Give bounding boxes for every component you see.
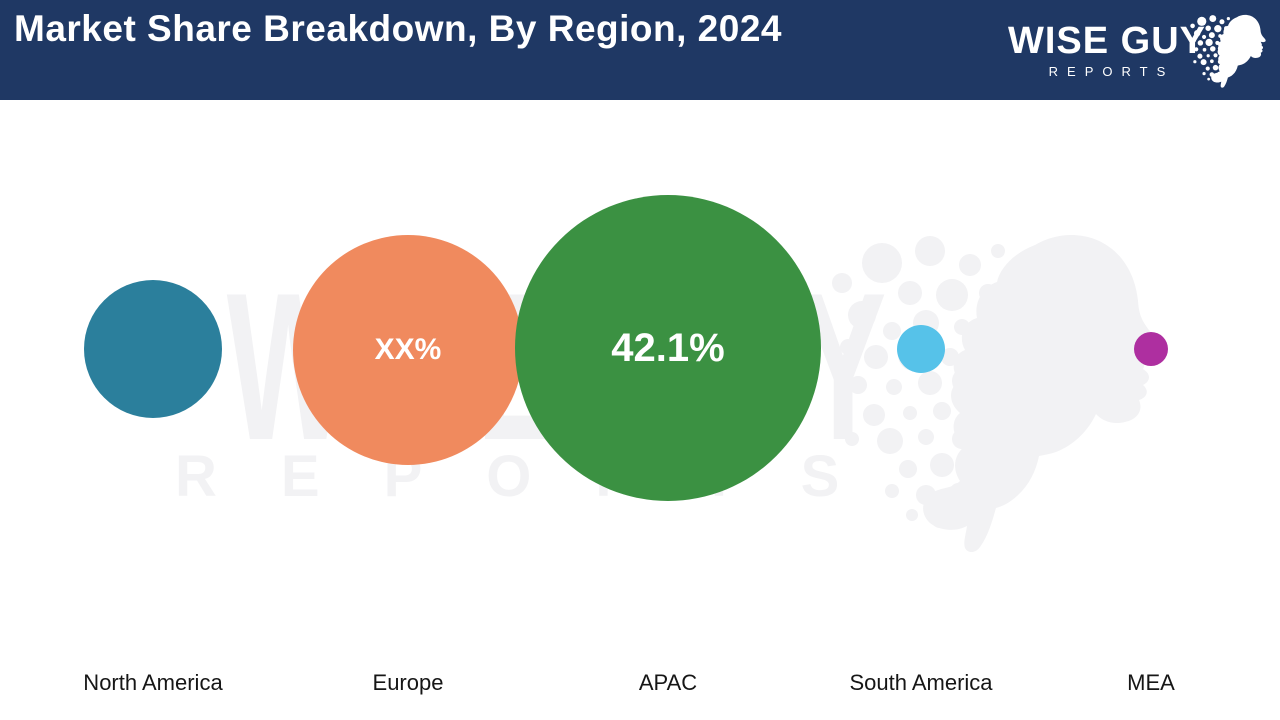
category-label-mea: MEA	[1127, 670, 1175, 695]
watermark-subtext: REPORTS	[175, 444, 904, 509]
bubble-value-europe: XX%	[374, 333, 442, 366]
category-label-apac: APAC	[638, 670, 698, 695]
bubble-value-apac: 42.1%	[611, 325, 725, 370]
watermark-face-icon	[832, 234, 1161, 553]
bubble-europe: XX%	[293, 235, 523, 465]
header-bar: Market Share Breakdown, By Region, 2024 …	[0, 0, 1280, 100]
chart-title: Market Share Breakdown, By Region, 2024	[14, 8, 782, 49]
bubble-south-america	[897, 325, 945, 373]
logo-wordmark: WISE GUY	[1007, 19, 1206, 62]
logo-face-icon	[1190, 14, 1266, 88]
category-label-south-america: South America	[849, 670, 993, 695]
logo-subtext: REPORTS	[1048, 63, 1175, 79]
bubble-north-america	[84, 280, 222, 418]
wiseguy-logo: WISE GUY REPORTS	[1008, 5, 1266, 95]
category-label-north-america: North America	[83, 670, 223, 695]
bubble-apac: 42.1%	[515, 195, 821, 501]
bubble-mea	[1134, 332, 1168, 366]
category-label-europe: Europe	[372, 670, 444, 695]
logo-text: WISE GUY REPORTS	[1008, 22, 1206, 79]
